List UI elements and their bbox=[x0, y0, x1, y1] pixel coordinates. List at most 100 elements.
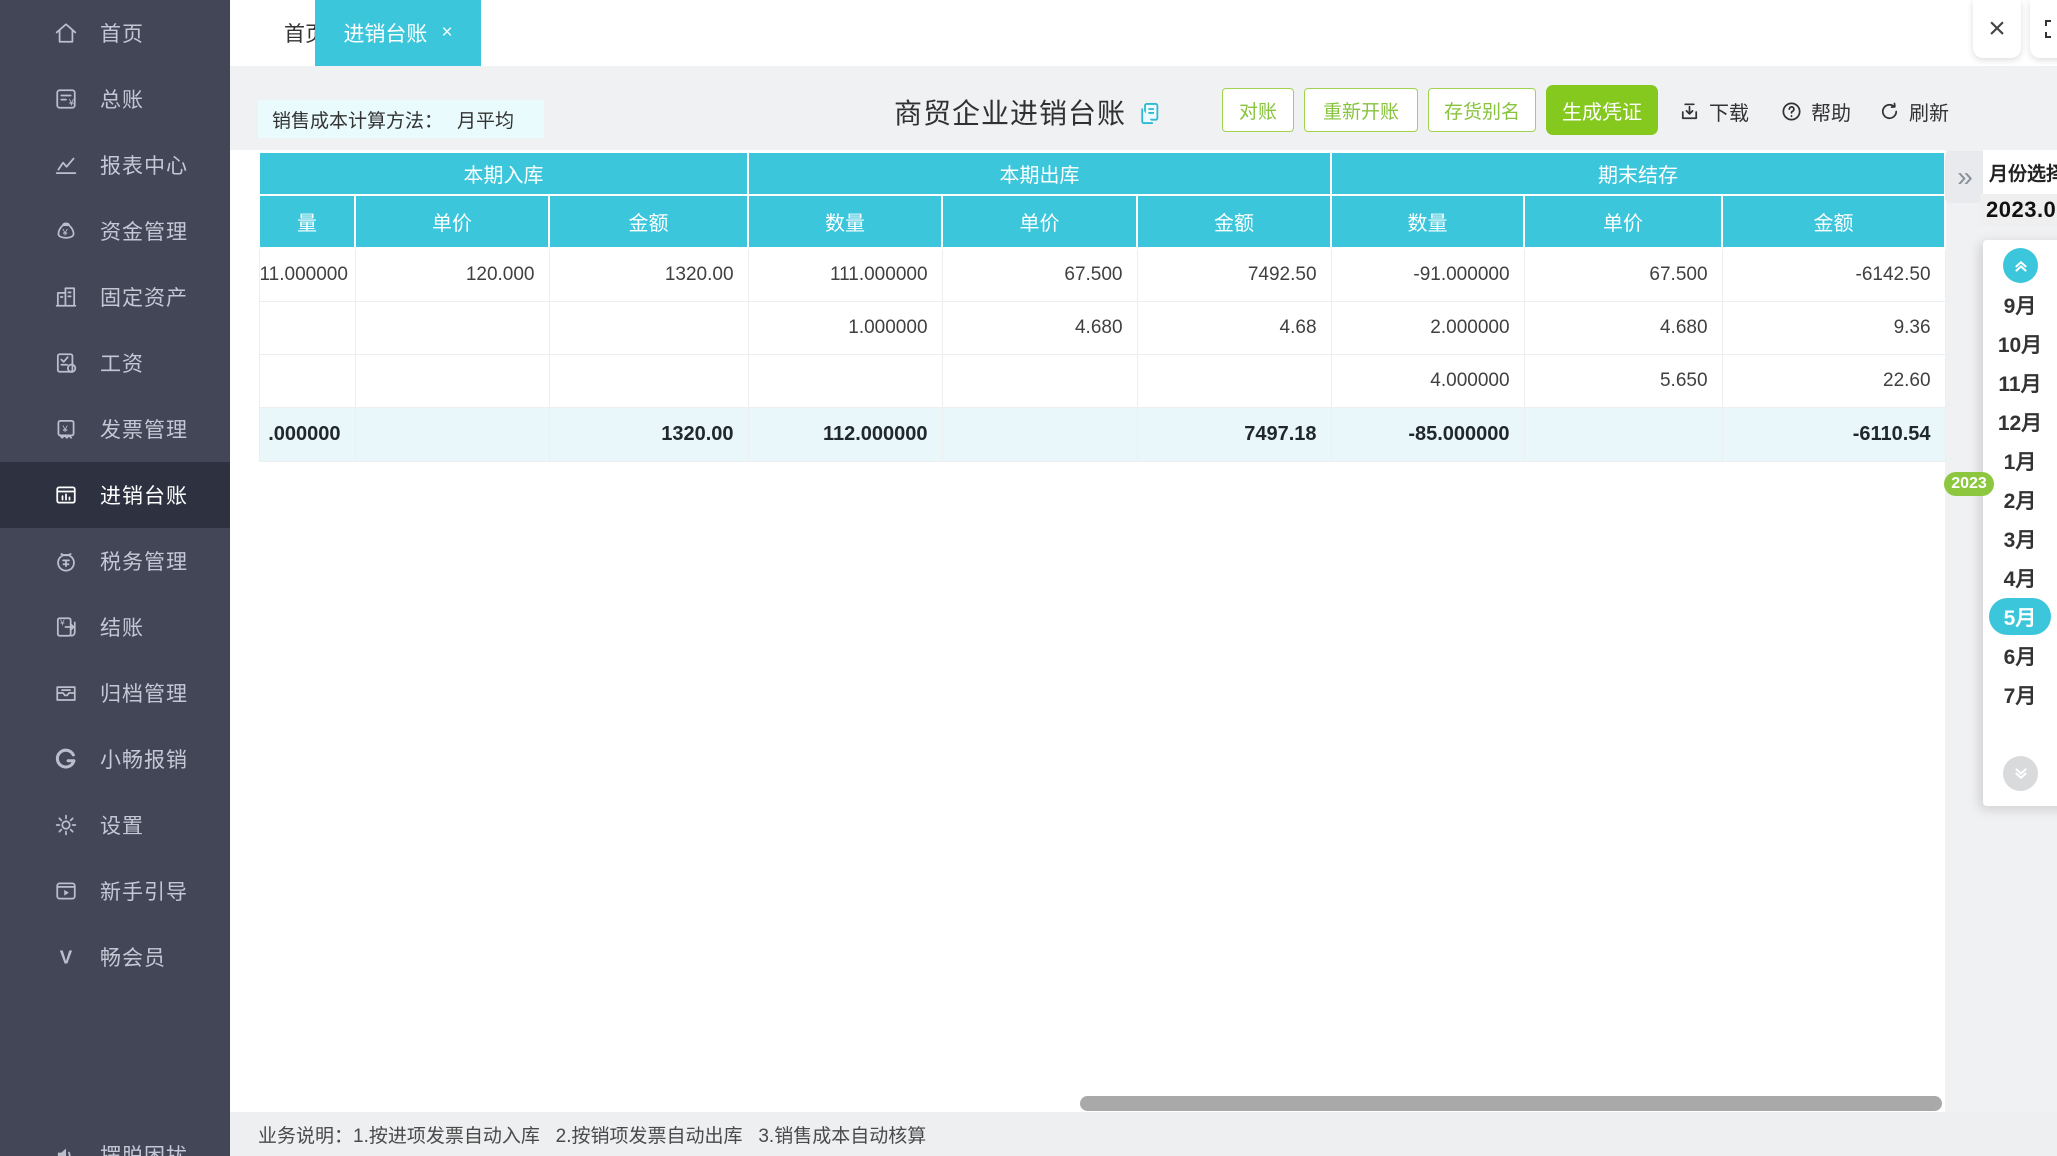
month-item-6月[interactable]: 6月 bbox=[2003, 645, 2037, 669]
sidebar-item-promo[interactable]: 摆脱困扰 bbox=[0, 1122, 230, 1156]
table-cell: 7497.18 bbox=[1136, 406, 1332, 462]
table-cell: -91.000000 bbox=[1330, 247, 1525, 302]
month-item-2月[interactable]: 2月 bbox=[2003, 489, 2037, 513]
table-cell: 4.680 bbox=[1523, 300, 1723, 355]
selected-month-pill: 5月 bbox=[1989, 598, 2051, 635]
sidebar-item-label: 进销台账 bbox=[100, 485, 188, 508]
stock-ledger-icon bbox=[56, 486, 76, 504]
table-cell bbox=[1523, 406, 1723, 462]
help-icon bbox=[1782, 101, 1801, 121]
panel-collapse-tab[interactable]: » bbox=[1945, 151, 1985, 203]
table-cell: 1320.00 bbox=[548, 406, 749, 462]
month-item-5月[interactable]: 5月 bbox=[1983, 597, 2057, 636]
table-cell bbox=[548, 353, 749, 408]
column-header: 单价 bbox=[354, 194, 550, 249]
sidebar-item-payroll[interactable]: 工资 bbox=[0, 330, 230, 396]
chevron-right-icon: » bbox=[1957, 161, 1973, 192]
window-close-button[interactable]: × bbox=[1973, 0, 2021, 58]
download-icon bbox=[1681, 102, 1698, 119]
sidebar-item-funds[interactable]: ¥ 资金管理 bbox=[0, 198, 230, 264]
download-label: 下载 bbox=[1709, 102, 1749, 125]
sidebar-item-member[interactable]: V 畅会员 bbox=[0, 924, 230, 990]
month-item-9月[interactable]: 9月 bbox=[2003, 294, 2037, 318]
reconcile-button[interactable]: 对账 bbox=[1222, 88, 1294, 132]
months-scroll-down-button[interactable] bbox=[2003, 756, 2038, 791]
table-row: 4.000000 5.650 22.60 bbox=[258, 353, 1946, 408]
sidebar-item-report-center[interactable]: 报表中心 bbox=[0, 132, 230, 198]
table-cell: -6142.50 bbox=[1721, 247, 1946, 302]
sidebar-item-invoice[interactable]: ¥ 发票管理 bbox=[0, 396, 230, 462]
ledger-icon: ¥ bbox=[56, 89, 76, 109]
svg-text:¥: ¥ bbox=[62, 228, 69, 238]
sidebar-item-label: 发票管理 bbox=[100, 419, 188, 442]
generate-voucher-button[interactable]: 生成凭证 bbox=[1546, 85, 1658, 135]
sidebar-item-label: 摆脱困扰 bbox=[100, 1140, 188, 1156]
month-panel-card bbox=[1983, 240, 2057, 806]
sidebar-item-closing[interactable]: ¥ 结账 bbox=[0, 594, 230, 660]
tab-label: 进销台账 bbox=[343, 23, 428, 46]
fullscreen-icon bbox=[2045, 20, 2057, 38]
footer-bar: 业务说明：1.按进项发票自动入库 2.按销项发票自动出库 3.销售成本自动核算 bbox=[230, 1112, 2057, 1156]
table-cell: .000000 bbox=[258, 406, 356, 462]
fullscreen-button[interactable] bbox=[2030, 0, 2057, 58]
sidebar-item-archive[interactable]: 归档管理 bbox=[0, 660, 230, 726]
sidebar-item-home[interactable]: 首页 bbox=[0, 0, 230, 66]
months-scroll-up-button[interactable] bbox=[2003, 248, 2038, 283]
month-item-11月[interactable]: 11月 bbox=[1998, 372, 2042, 396]
document-icon bbox=[1141, 103, 1159, 124]
home-icon bbox=[55, 23, 77, 43]
column-header: 单价 bbox=[941, 194, 1139, 249]
column-group-header: 期末结存 bbox=[1330, 151, 1947, 196]
sidebar-item-label: 税务管理 bbox=[100, 551, 188, 574]
member-icon: V bbox=[60, 946, 73, 967]
refresh-button[interactable]: 刷新 bbox=[1878, 94, 1949, 128]
sidebar-item-guide[interactable]: 新手引导 bbox=[0, 858, 230, 924]
payroll-icon bbox=[56, 353, 77, 373]
month-item-7月[interactable]: 7月 bbox=[2003, 684, 2037, 708]
speaker-icon bbox=[57, 1148, 71, 1156]
column-header: 量 bbox=[258, 194, 356, 249]
current-period: 2023.05 bbox=[1980, 194, 2057, 226]
sidebar-menu: 首页 ¥ 总账报表中心 ¥ 资金管理 固定资产工资 ¥ 发票管理进销台账税务管理 ¥ 结账 归档管理… bbox=[0, 0, 230, 1156]
tab-close-icon[interactable]: × bbox=[441, 22, 453, 43]
table-cell: 1320.00 bbox=[548, 247, 749, 302]
closing-icon: ¥ bbox=[56, 617, 76, 637]
funds-icon: ¥ bbox=[57, 222, 75, 239]
table-head: 本期入库 本期出库 期末结存量单价 金额 数量 单价 金额 数量 单价 金额 bbox=[257, 151, 1947, 249]
settings-icon bbox=[55, 814, 77, 836]
month-list: 8月9月10月11月12月1月2月3月4月5月6月7月 bbox=[1983, 246, 2057, 714]
sidebar-item-xiaochang-reimburse[interactable]: 小畅报销 bbox=[0, 726, 230, 792]
tab-bar: 首页 进销台账 × bbox=[230, 0, 2057, 66]
table-cell: 67.500 bbox=[941, 247, 1138, 302]
table-cell: 4.000000 bbox=[1330, 353, 1525, 408]
month-item-12月[interactable]: 12月 bbox=[1997, 411, 2043, 435]
sidebar-item-label: 工资 bbox=[100, 353, 144, 376]
inventory-alias-button[interactable]: 存货别名 bbox=[1428, 88, 1536, 132]
table-cell bbox=[941, 353, 1138, 408]
tab-purchase-sales-ledger[interactable]: 进销台账 × bbox=[315, 0, 481, 66]
table-row: 11.000000 120.000 1320.00 111.000000 67.500 7… bbox=[258, 247, 1946, 302]
month-item-3月[interactable]: 3月 bbox=[2003, 528, 2037, 552]
ledger-table: 本期入库 本期出库 期末结存量单价 金额 数量 单价 金额 数量 单价 金额 11.000000 1… bbox=[257, 151, 1947, 462]
column-header: 单价 bbox=[1523, 194, 1724, 249]
sidebar-item-purchase-sales-ledger[interactable]: 进销台账 bbox=[0, 462, 230, 528]
sidebar-item-fixed-assets[interactable]: 固定资产 bbox=[0, 264, 230, 330]
refresh-label: 刷新 bbox=[1909, 102, 1949, 125]
table-cell bbox=[258, 353, 356, 408]
month-item-1月[interactable]: 1月 bbox=[2003, 450, 2037, 474]
table-cell bbox=[354, 300, 550, 355]
refresh-icon bbox=[1881, 102, 1898, 119]
svg-text:¥: ¥ bbox=[62, 424, 69, 434]
download-button[interactable]: 下载 bbox=[1678, 94, 1749, 128]
sidebar-item-settings[interactable]: 设置 bbox=[0, 792, 230, 858]
sidebar-item-general-ledger[interactable]: ¥ 总账 bbox=[0, 66, 230, 132]
reopen-button[interactable]: 重新开账 bbox=[1304, 88, 1418, 132]
help-button[interactable]: 帮助 bbox=[1780, 94, 1851, 128]
sidebar-item-label: 报表中心 bbox=[100, 155, 188, 178]
sidebar-item-tax[interactable]: 税务管理 bbox=[0, 528, 230, 594]
month-item-4月[interactable]: 4月 bbox=[2003, 567, 2037, 591]
month-item-10月[interactable]: 10月 bbox=[1997, 333, 2043, 357]
business-note: 业务说明：1.按进项发票自动入库 2.按销项发票自动出库 3.销售成本自动核算 bbox=[258, 1125, 927, 1147]
horizontal-scrollbar-thumb[interactable] bbox=[1080, 1096, 1942, 1111]
table-cell: 7492.50 bbox=[1136, 247, 1332, 302]
